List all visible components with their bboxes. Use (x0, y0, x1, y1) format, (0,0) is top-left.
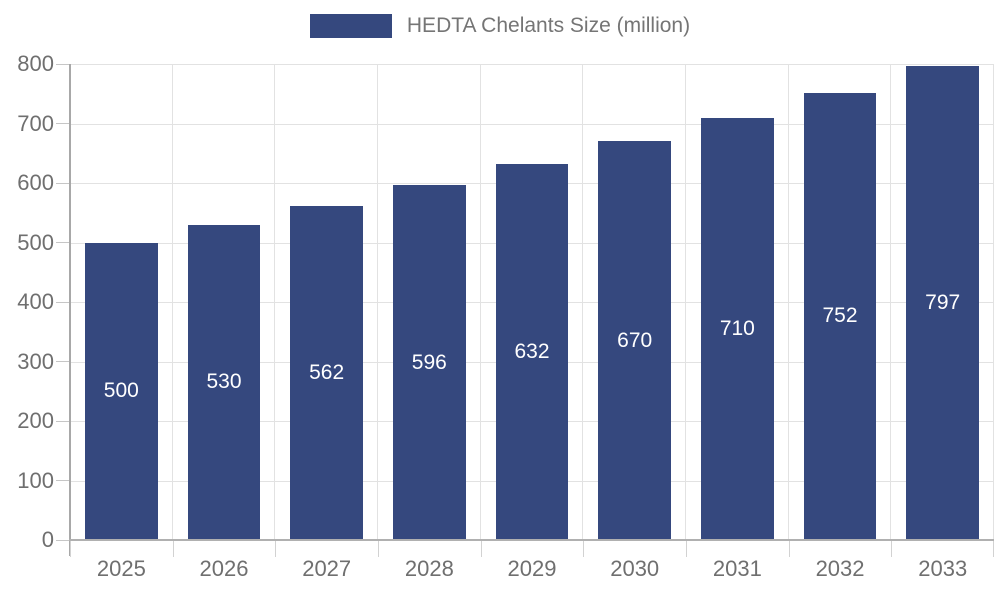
bar-value-label: 797 (925, 290, 961, 314)
legend-swatch (309, 14, 392, 38)
bar-value-label: 596 (411, 350, 447, 374)
y-tick-label: 400 (17, 289, 54, 314)
y-tick-mark (56, 123, 70, 124)
x-tick-mark (480, 541, 482, 557)
gridline-vertical (171, 64, 173, 540)
bar-value-label: 632 (514, 339, 550, 363)
gridline-horizontal (70, 123, 994, 125)
legend-label: HEDTA Chelants Size (million) (406, 14, 691, 37)
bar: 500 (84, 242, 158, 540)
x-tick-mark (275, 541, 277, 557)
x-tick-label: 2025 (96, 556, 146, 581)
x-tick-mark (685, 541, 687, 557)
x-tick-mark (377, 541, 379, 557)
y-tick-label: 300 (17, 348, 54, 374)
x-tick-mark (891, 541, 893, 557)
x-tick-mark (993, 541, 994, 557)
x-tick-label: 2026 (199, 556, 249, 581)
y-tick-label: 600 (17, 170, 54, 195)
bar: 710 (700, 117, 774, 540)
gridline-vertical (274, 64, 276, 540)
gridline-vertical (993, 64, 994, 540)
x-tick-label: 2029 (507, 556, 557, 581)
bar-column: 752 (789, 64, 892, 540)
bar-column: 530 (173, 64, 276, 540)
bar-column: 710 (686, 64, 789, 540)
y-tick-mark (56, 480, 70, 481)
gridline-vertical (890, 64, 892, 540)
gridline-vertical (684, 64, 686, 540)
bar-column: 562 (275, 64, 378, 540)
bar: 530 (187, 224, 261, 540)
bar-column: 500 (70, 64, 173, 540)
x-tick-mark (788, 541, 790, 557)
bar-value-label: 670 (617, 328, 653, 352)
bar-series: 500 530 562 596 632 670 710 752 797 (70, 64, 994, 540)
y-tick-mark (56, 420, 70, 422)
y-tick-label: 0 (41, 527, 54, 552)
bar-value-label: 530 (206, 370, 242, 394)
y-tick-mark (56, 63, 70, 65)
y-tick-label: 800 (17, 51, 54, 76)
bar-value-label: 562 (309, 360, 345, 384)
bar: 752 (803, 92, 877, 540)
y-tick-mark (56, 301, 70, 303)
bar-column: 596 (378, 64, 481, 540)
x-tick-mark (172, 541, 174, 557)
legend-item[interactable]: HEDTA Chelants Size (million) (0, 14, 1000, 38)
bar: 562 (290, 205, 364, 540)
x-tick-label: 2031 (712, 556, 762, 581)
bar-column: 670 (583, 64, 686, 540)
x-tick-label: 2028 (404, 556, 454, 581)
bar-value-label: 752 (822, 304, 858, 328)
y-tick-mark (56, 361, 70, 362)
x-tick-label: 2030 (610, 556, 660, 581)
gridline-vertical (376, 64, 378, 540)
bar: 596 (392, 185, 466, 540)
x-tick-label: 2027 (302, 556, 352, 581)
bar-column: 797 (891, 64, 994, 540)
bar-column: 632 (481, 64, 584, 540)
y-tick-mark (56, 539, 70, 541)
plot-area: 500 530 562 596 632 670 710 752 797 (70, 64, 994, 540)
gridline-vertical (479, 64, 481, 540)
x-tick-mark (70, 541, 71, 557)
y-tick-mark (56, 182, 70, 184)
y-axis-ticks (56, 63, 70, 541)
y-tick-label: 100 (17, 467, 54, 493)
bar: 632 (495, 163, 569, 540)
gridline-vertical (582, 64, 584, 540)
y-tick-label: 700 (17, 110, 54, 136)
bar-value-label: 500 (103, 379, 139, 403)
x-tick-label: 2032 (815, 556, 865, 581)
x-axis-ticks (70, 541, 994, 557)
y-tick-mark (56, 242, 70, 243)
gridline-horizontal (70, 64, 994, 65)
y-tick-label: 200 (17, 408, 54, 433)
gridline-vertical (787, 64, 789, 540)
bar: 670 (598, 141, 672, 540)
x-axis-labels: 2025 2026 2027 2028 2029 2030 2031 2032 2033 (70, 556, 994, 582)
bar: 797 (906, 65, 980, 540)
y-tick-label: 500 (17, 229, 54, 255)
y-axis-line (69, 64, 71, 556)
x-tick-label: 2033 (918, 556, 968, 581)
x-axis-line (69, 539, 994, 541)
x-tick-mark (583, 541, 585, 557)
y-axis-labels: 0 100 200 300 400 500 600 700 800 (0, 51, 54, 552)
bar-value-label: 710 (719, 316, 755, 340)
